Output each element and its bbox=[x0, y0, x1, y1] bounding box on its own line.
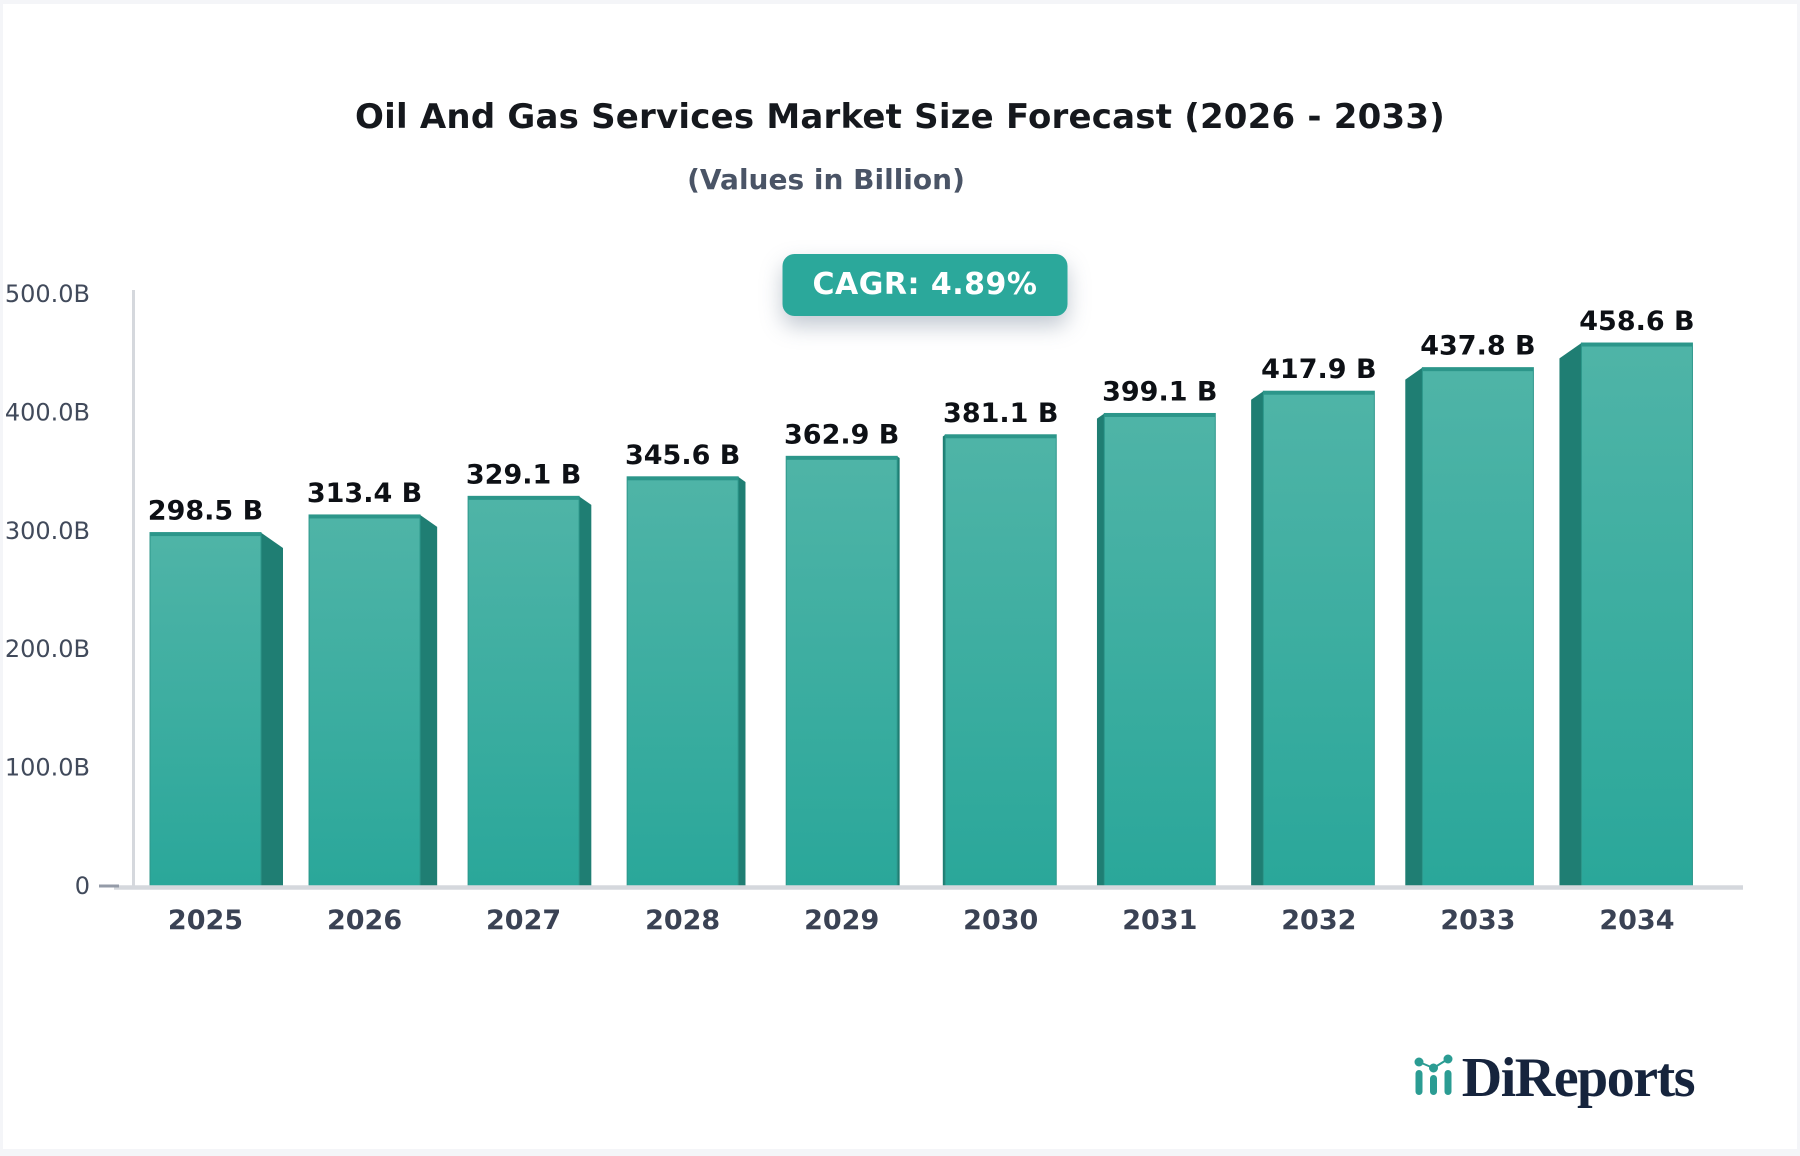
bar-front-face bbox=[1262, 390, 1375, 887]
bar-front-face bbox=[944, 434, 1057, 887]
bar-value-label: 458.6 B bbox=[1579, 306, 1694, 337]
bar-top-edge bbox=[1104, 413, 1216, 417]
bar-2034: 458.6 B bbox=[1559, 306, 1695, 887]
bar-value-label: 399.1 B bbox=[1102, 376, 1217, 407]
bar-front-face bbox=[1421, 367, 1534, 887]
bar-2031: 399.1 B bbox=[1096, 376, 1217, 887]
bar-2027: 329.1 B bbox=[466, 459, 592, 887]
bar-top-edge bbox=[150, 532, 261, 537]
x-axis-year-label: 2034 bbox=[1599, 905, 1674, 936]
bar-side-face bbox=[1096, 413, 1105, 886]
y-axis-tick-label: 100.0B bbox=[5, 754, 90, 782]
bar-front-face bbox=[149, 532, 262, 887]
bar-front-face bbox=[1103, 412, 1216, 887]
y-axis-tick-label: 200.0B bbox=[5, 635, 90, 663]
bar-top-edge bbox=[468, 496, 580, 500]
bar-2030: 381.1 B bbox=[942, 398, 1058, 887]
bar-top-edge bbox=[1422, 367, 1534, 372]
bar-value-label: 417.9 B bbox=[1261, 354, 1376, 385]
bar-front-face bbox=[467, 495, 580, 887]
bar-side-face bbox=[1559, 343, 1582, 887]
bar-top-edge bbox=[1263, 391, 1375, 395]
x-axis-year-label: 2028 bbox=[645, 905, 720, 936]
bar-top-edge bbox=[945, 434, 1057, 439]
x-axis-year-label: 2032 bbox=[1281, 905, 1356, 936]
bar-value-label: 381.1 B bbox=[943, 398, 1058, 429]
x-axis-year-label: 2030 bbox=[963, 905, 1038, 936]
direports-logo: DiReports bbox=[1413, 1047, 1696, 1109]
bar-side-face bbox=[942, 434, 946, 886]
bar-front-face bbox=[1580, 342, 1693, 887]
bar-value-label: 298.5 B bbox=[148, 496, 263, 527]
bar-top-edge bbox=[627, 476, 739, 481]
bar-value-label: 329.1 B bbox=[466, 459, 581, 490]
bar-side-face bbox=[420, 514, 438, 886]
bar-front-face bbox=[308, 514, 421, 887]
y-axis-tick-label: 400.0B bbox=[5, 398, 90, 426]
bar-side-face bbox=[897, 456, 900, 886]
x-axis-year-label: 2026 bbox=[327, 905, 402, 936]
chart-title: Oil And Gas Services Market Size Forecas… bbox=[355, 97, 1445, 137]
bar-2028: 345.6 B bbox=[625, 440, 746, 887]
bar-2033: 437.8 B bbox=[1405, 331, 1536, 887]
bar-front-face bbox=[626, 476, 739, 887]
bar-side-face bbox=[1405, 367, 1423, 887]
bar-2025: 298.5 B bbox=[148, 496, 283, 887]
bar-value-label: 313.4 B bbox=[307, 478, 422, 509]
y-axis-tick-label: 300.0B bbox=[5, 517, 90, 545]
bar-2032: 417.9 B bbox=[1251, 354, 1377, 887]
bar-side-face bbox=[579, 496, 592, 886]
bar-top-edge bbox=[309, 514, 421, 519]
bar-front-face bbox=[785, 455, 898, 887]
y-axis-tick-label: 500.0B bbox=[5, 280, 90, 308]
x-axis-year-label: 2029 bbox=[804, 905, 879, 936]
bar-value-label: 437.8 B bbox=[1420, 331, 1535, 362]
chart-subtitle: (Values in Billion) bbox=[687, 163, 965, 196]
bar-2026: 313.4 B bbox=[307, 478, 438, 887]
bar-side-face bbox=[738, 476, 746, 886]
cagr-badge: CAGR: 4.89% bbox=[782, 254, 1068, 316]
bar-value-label: 362.9 B bbox=[784, 419, 899, 450]
bar-top-edge bbox=[1581, 343, 1693, 347]
y-axis-tick-label: 0 bbox=[75, 872, 90, 900]
x-axis-year-label: 2033 bbox=[1440, 905, 1515, 936]
bar-side-face bbox=[1251, 391, 1264, 886]
direports-logo-text: DiReports bbox=[1461, 1047, 1696, 1109]
x-axis-year-label: 2031 bbox=[1122, 905, 1197, 936]
bar-2029: 362.9 B bbox=[784, 419, 900, 887]
bar-side-face bbox=[261, 532, 283, 886]
bar-value-label: 345.6 B bbox=[625, 440, 740, 471]
bar-top-edge bbox=[786, 456, 898, 460]
direports-logo-icon bbox=[1414, 1054, 1453, 1095]
x-axis-year-label: 2027 bbox=[486, 905, 561, 936]
bars-group: 298.5 B 313.4 B 329.1 B 345.6 B 362.9 B 381.1… bbox=[148, 306, 1695, 887]
x-axis-year-label: 2025 bbox=[168, 905, 243, 936]
